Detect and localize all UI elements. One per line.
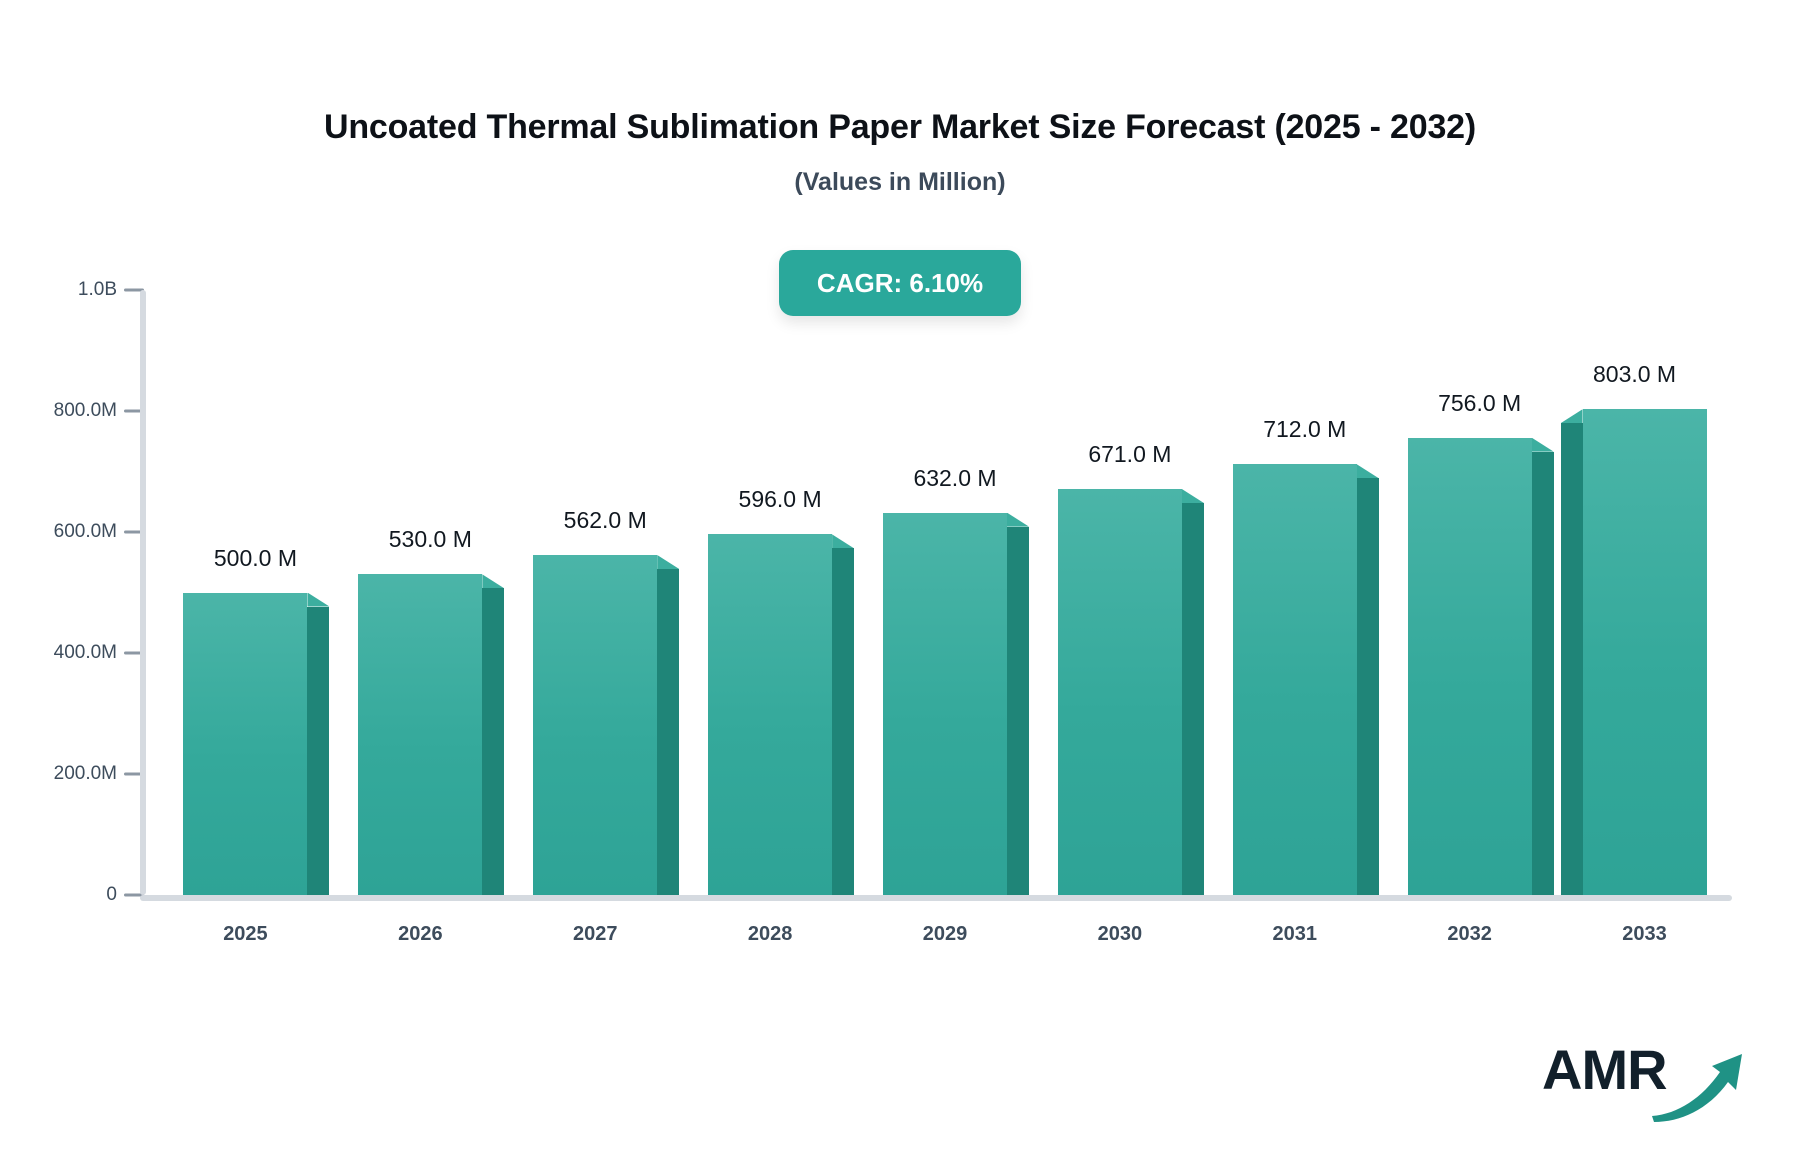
bar-side-panel xyxy=(1356,478,1379,895)
x-axis-label: 2032 xyxy=(1447,923,1492,945)
chart-title: Uncoated Thermal Sublimation Paper Marke… xyxy=(323,108,1477,146)
bar-face xyxy=(1582,409,1707,895)
x-axis-label: 2033 xyxy=(1622,923,1667,945)
bar-value-label: 803.0 M xyxy=(1592,361,1677,388)
bar-value-label: 562.0 M xyxy=(563,506,647,533)
bar-value-label: 530.0 M xyxy=(388,526,472,553)
growth-arrow-icon xyxy=(1652,1054,1742,1122)
bar[interactable] xyxy=(708,534,855,895)
bar-top-cap xyxy=(657,555,680,569)
bar-value-label: 756.0 M xyxy=(1438,389,1522,416)
y-axis-tick-mark xyxy=(124,288,144,292)
x-axis-label: 2029 xyxy=(922,923,968,945)
bar-side-panel xyxy=(832,548,855,895)
x-axis-label: 2031 xyxy=(1272,923,1318,945)
y-axis-tick-label: 200.0M xyxy=(53,763,117,784)
x-axis-label: 2026 xyxy=(398,923,443,945)
bar-top-cap xyxy=(1007,512,1029,527)
bar[interactable] xyxy=(1560,409,1707,895)
bar-face xyxy=(533,555,658,895)
bar-face xyxy=(358,574,483,895)
y-axis-tick-label: 800.0M xyxy=(53,400,117,421)
bar-top-cap xyxy=(1181,489,1204,504)
cagr-badge-container: CAGR: 6.10% xyxy=(0,250,1800,316)
y-axis-tick-mark xyxy=(124,530,144,534)
x-axis-label: 2028 xyxy=(747,923,793,945)
bar-top-cap xyxy=(1531,437,1554,452)
bar[interactable] xyxy=(1407,437,1554,895)
bar[interactable] xyxy=(883,512,1029,895)
bar-side-panel xyxy=(1007,526,1029,895)
bar[interactable] xyxy=(1057,489,1204,895)
bar-value-label: 500.0 M xyxy=(213,544,297,571)
bar-side-panel xyxy=(1181,503,1204,895)
bar-value-label: 712.0 M xyxy=(1263,416,1347,443)
y-axis-tick-label: 1.0B xyxy=(77,279,117,300)
bar-top-cap xyxy=(832,534,855,549)
bar-top-cap xyxy=(482,574,505,589)
bar-value-label: 632.0 M xyxy=(913,464,997,491)
bar-side-panel xyxy=(1560,423,1583,895)
bar-side-panel xyxy=(482,588,505,895)
bar-value-label: 671.0 M xyxy=(1088,441,1172,468)
cagr-badge: CAGR: 6.10% xyxy=(778,250,1022,316)
y-axis-tick-mark xyxy=(124,893,144,897)
x-axis-line xyxy=(140,895,1732,901)
y-axis-line xyxy=(140,290,146,895)
plot-area xyxy=(140,290,1732,901)
bar-face xyxy=(1407,437,1532,895)
y-axis-tick-label: 400.0M xyxy=(53,642,117,663)
x-axis-label: 2025 xyxy=(223,923,268,945)
bar-side-panel xyxy=(657,569,680,895)
bar-face xyxy=(1057,489,1182,895)
bar-side-panel xyxy=(1531,451,1554,895)
bar-top-cap xyxy=(307,592,330,607)
y-axis-tick-label: 600.0M xyxy=(53,521,117,542)
bar-face xyxy=(1232,464,1357,895)
chart-subtitle: (Values in Million) xyxy=(794,168,1006,196)
bar[interactable] xyxy=(183,592,330,895)
amr-logo: AMR xyxy=(1542,1034,1742,1122)
bar-face xyxy=(183,592,308,895)
bar-value-label: 596.0 M xyxy=(738,486,822,513)
bar-face xyxy=(708,534,833,895)
bar-side-panel xyxy=(307,606,330,895)
bar-face xyxy=(883,512,1007,895)
amr-logo-text: AMR xyxy=(1542,1038,1668,1101)
x-axis-label: 2030 xyxy=(1097,923,1143,945)
bar[interactable] xyxy=(533,555,680,895)
x-axis-label: 2027 xyxy=(572,923,618,945)
bar[interactable] xyxy=(358,574,505,895)
bar-top-cap xyxy=(1356,464,1379,479)
bar[interactable] xyxy=(1232,464,1379,895)
y-axis-tick-label: 0 xyxy=(106,884,117,905)
y-axis-tick-mark xyxy=(124,772,144,776)
y-axis-tick-mark xyxy=(124,409,144,413)
y-axis-tick-mark xyxy=(124,651,144,655)
